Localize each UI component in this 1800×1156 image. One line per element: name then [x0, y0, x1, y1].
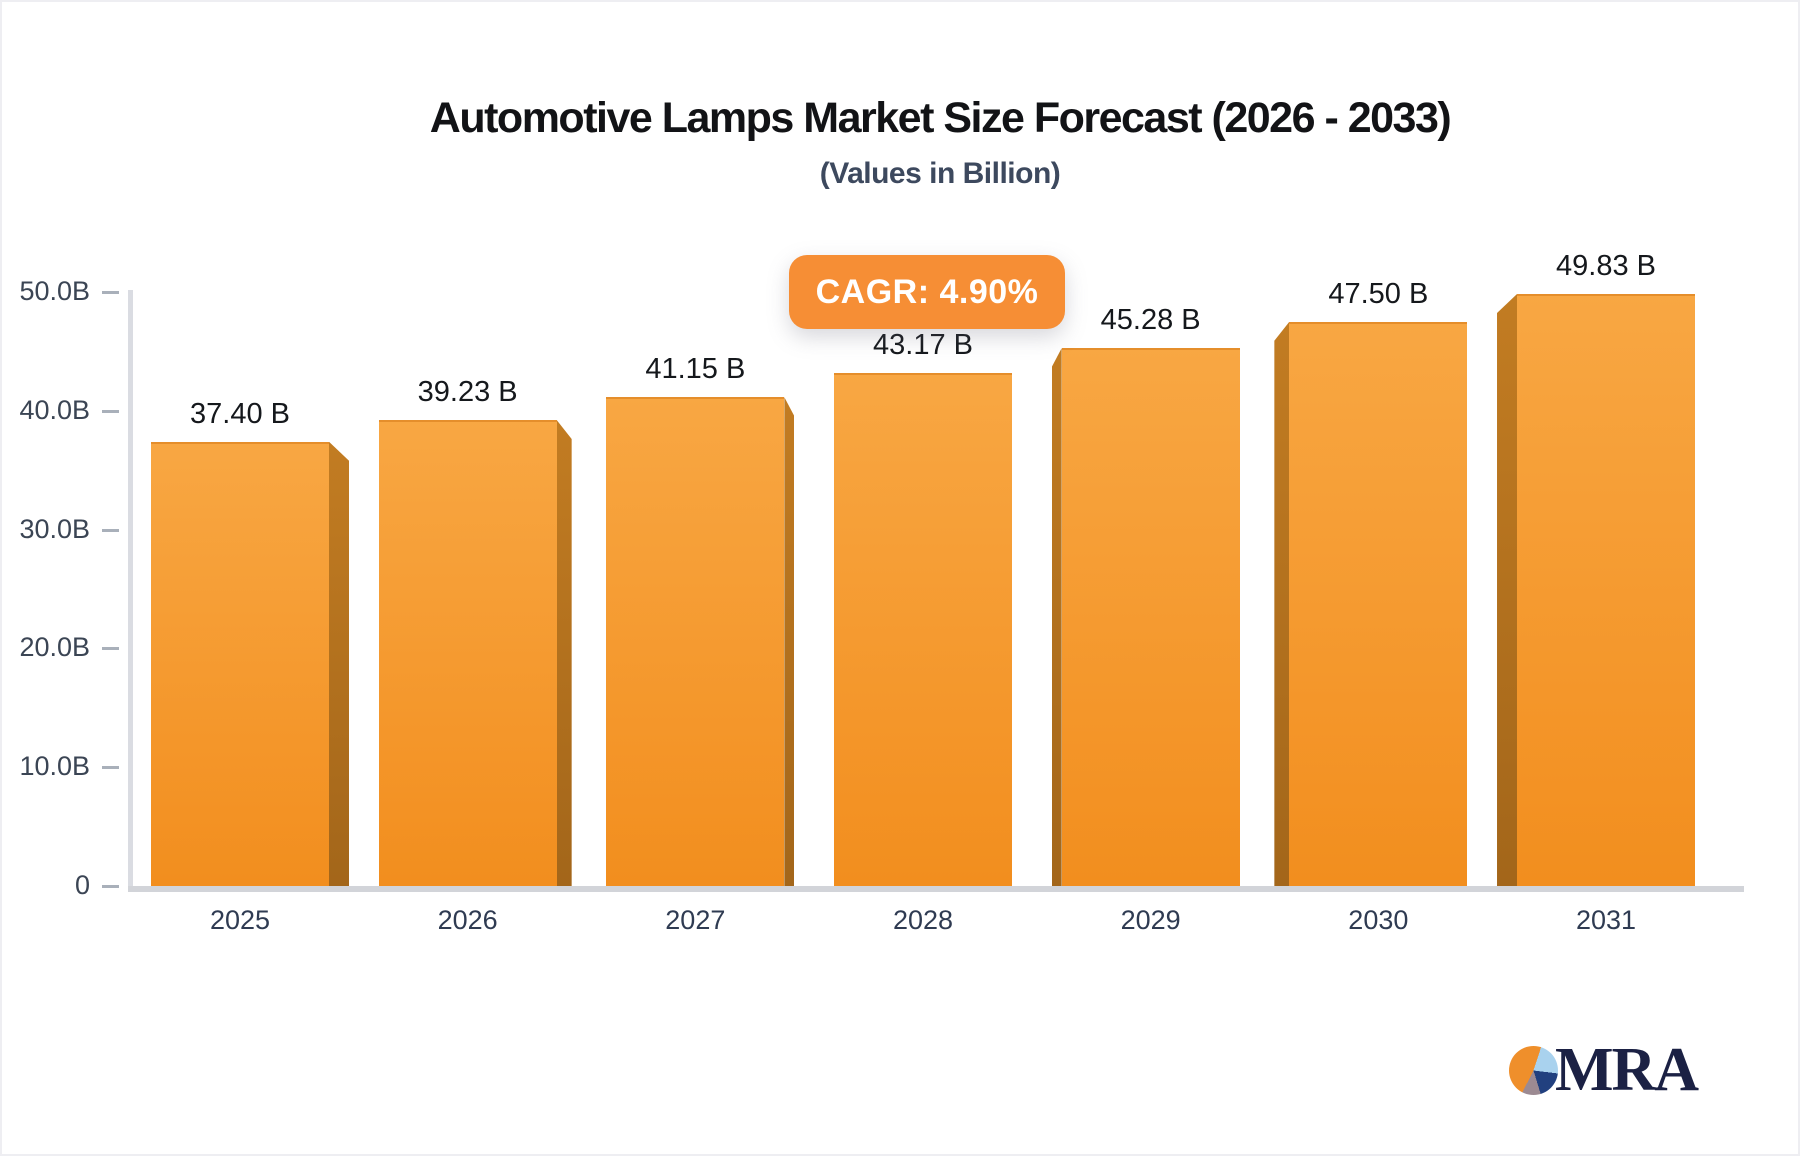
- pie-chart-logo-icon: [1509, 1046, 1558, 1095]
- bar-3d-side: [556, 419, 572, 886]
- bar-3d-side: [1274, 321, 1290, 886]
- y-axis-tick: [102, 766, 119, 770]
- mra-logo: MRA: [1509, 1036, 1699, 1104]
- bar: [378, 419, 557, 886]
- y-axis-tick: [102, 409, 119, 413]
- bar-value-label: 41.15 B: [645, 353, 746, 386]
- x-axis-label: 2029: [1120, 905, 1181, 935]
- y-axis-tick-label: 10.0B: [19, 751, 90, 782]
- y-axis-tick-label: 0: [74, 870, 90, 900]
- bar-3d-side: [784, 397, 795, 886]
- bar-value-label: 45.28 B: [1100, 304, 1201, 337]
- y-axis-tick: [102, 885, 119, 888]
- x-axis-label: 2028: [892, 905, 954, 935]
- chart-subtitle: (Values in Billion): [819, 157, 1061, 191]
- bar-3d-side: [1051, 348, 1062, 886]
- x-axis-label: 2025: [209, 905, 271, 935]
- bar-value-label: 49.83 B: [1556, 250, 1656, 283]
- bar-value-label: 37.40 B: [190, 397, 290, 430]
- x-axis-label: 2030: [1348, 905, 1409, 935]
- logo-text: MRA: [1555, 1036, 1699, 1104]
- x-axis-label: 2031: [1575, 905, 1637, 935]
- y-axis-tick: [102, 647, 119, 651]
- y-axis-line: [128, 290, 133, 890]
- x-axis-baseline: [128, 886, 1744, 892]
- bar: [1289, 321, 1468, 886]
- bar-value-label: 39.23 B: [417, 375, 518, 408]
- bar: [834, 373, 1012, 886]
- chart-title: Automotive Lamps Market Size Forecast (2…: [429, 94, 1452, 142]
- bar-3d-side: [329, 441, 349, 886]
- bar: [1517, 294, 1696, 886]
- bar-value-label: 47.50 B: [1328, 277, 1429, 310]
- bar-3d-side: [1497, 294, 1518, 886]
- bar: [1061, 348, 1240, 886]
- y-axis-tick-label: 50.0B: [19, 276, 90, 306]
- y-axis-tick-label: 30.0B: [19, 513, 90, 544]
- x-axis-label: 2027: [665, 905, 726, 935]
- cagr-badge: CAGR: 4.90%: [789, 255, 1065, 329]
- bar-value-label: 43.17 B: [873, 329, 973, 362]
- y-axis-tick-label: 40.0B: [19, 394, 90, 425]
- y-axis-tick: [102, 291, 119, 294]
- y-axis-tick: [102, 528, 119, 532]
- y-axis-tick-label: 20.0B: [19, 632, 90, 663]
- x-axis-label: 2026: [437, 905, 498, 935]
- title-block: Automotive Lamps Market Size Forecast (2…: [2, 94, 1798, 191]
- bar: [606, 397, 785, 886]
- bar: [151, 441, 329, 886]
